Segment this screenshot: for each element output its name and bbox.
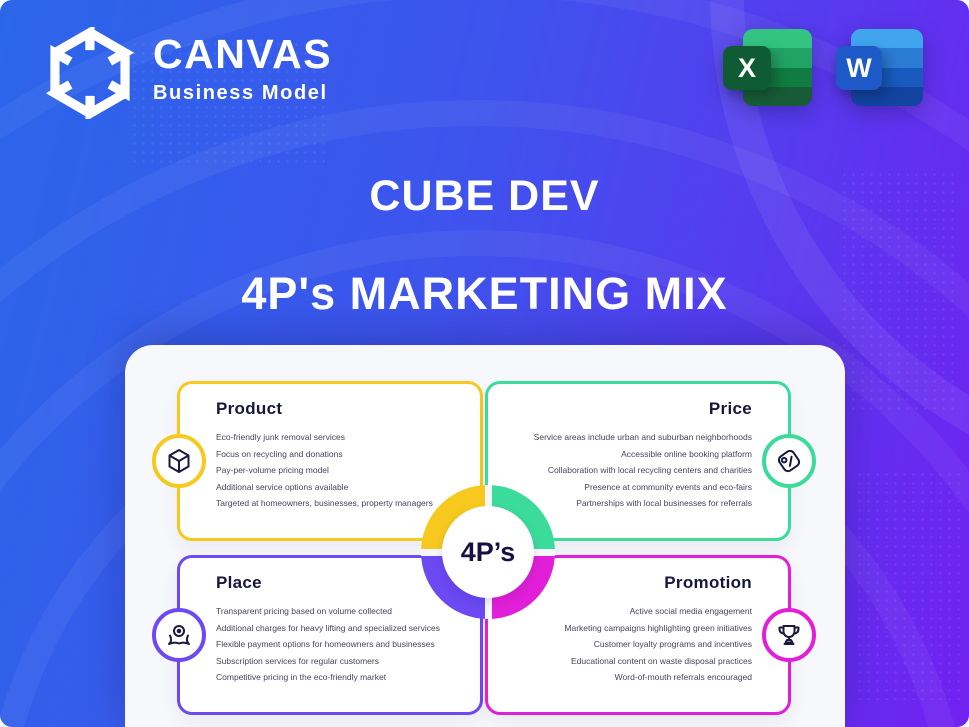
quadrant-title: Price — [708, 399, 752, 418]
list-item: Presence at community events and eco-fai… — [584, 481, 752, 492]
word-letter: W — [836, 46, 882, 90]
quadrant-item-list: Active social media engagement Marketing… — [488, 607, 788, 682]
canvas-hexagon-logo-icon — [45, 27, 135, 119]
company-title: CUBE DEV — [369, 172, 600, 220]
list-item: Partnerships with local businesses for r… — [576, 498, 752, 508]
excel-file-icon[interactable]: X — [723, 29, 812, 106]
promotion-icon-badge — [762, 608, 816, 662]
quadrant-title: Place — [216, 573, 262, 592]
list-item: Marketing campaigns highlighting green i… — [564, 622, 752, 633]
quadrant-item-list: Transparent pricing based on volume coll… — [180, 607, 480, 682]
list-item: Transparent pricing based on volume coll… — [216, 606, 392, 616]
quadrant-title: Product — [216, 399, 283, 418]
quadrant-title: Promotion — [664, 573, 752, 592]
list-item: Targeted at homeowners, businesses, prop… — [216, 498, 433, 508]
brand-name: CANVAS — [153, 31, 333, 77]
list-item: Competitive pricing in the eco-friendly … — [216, 672, 387, 682]
list-item: Active social media engagement — [629, 606, 752, 616]
word-file-icon[interactable]: W — [836, 29, 923, 106]
marketing-mix-card: Product Eco-friendly junk removal servic… — [125, 345, 845, 727]
list-item: Eco-friendly junk removal services — [216, 432, 345, 442]
badge-inner-circle: 4P’s — [442, 506, 534, 598]
list-item: Additional service options available — [216, 481, 349, 492]
brand-tagline: Business Model — [153, 82, 328, 104]
list-item: Pay-per-volume pricing model — [216, 465, 329, 475]
trophy-icon — [778, 625, 800, 645]
quadrant-item-list: Service areas include urban and suburban… — [488, 433, 788, 508]
list-item: Word-of-mouth referrals encouraged — [614, 672, 752, 682]
map-pin-icon — [168, 625, 190, 645]
list-item: Customer loyalty programs and incentives — [593, 639, 752, 649]
list-item: Additional charges for heavy lifting and… — [216, 622, 440, 633]
list-item: Collaboration with local recycling cente… — [547, 465, 752, 475]
quadrant-item-list: Eco-friendly junk removal services Focus… — [180, 433, 480, 508]
cube-icon — [168, 449, 190, 473]
list-item: Subscription services for regular custom… — [216, 655, 379, 666]
list-item: Focus on recycling and donations — [216, 448, 343, 459]
list-item: Accessible online booking platform — [621, 448, 752, 459]
badge-label: 4P’s — [460, 536, 516, 567]
place-icon-badge — [152, 608, 206, 662]
page-title: 4P's MARKETING MIX — [241, 268, 728, 319]
center-4ps-badge: 4P’s — [421, 485, 555, 619]
list-item: Educational content on waste disposal pr… — [571, 655, 752, 666]
product-icon-badge — [152, 434, 206, 488]
list-item: Flexible payment options for homeowners … — [216, 639, 435, 649]
list-item: Service areas include urban and suburban… — [533, 432, 752, 442]
brand-block: CANVAS Business Model — [153, 34, 332, 105]
excel-letter: X — [723, 46, 771, 90]
price-icon-badge — [762, 434, 816, 488]
dot-pattern — [855, 470, 960, 700]
price-tag-icon — [777, 449, 801, 473]
